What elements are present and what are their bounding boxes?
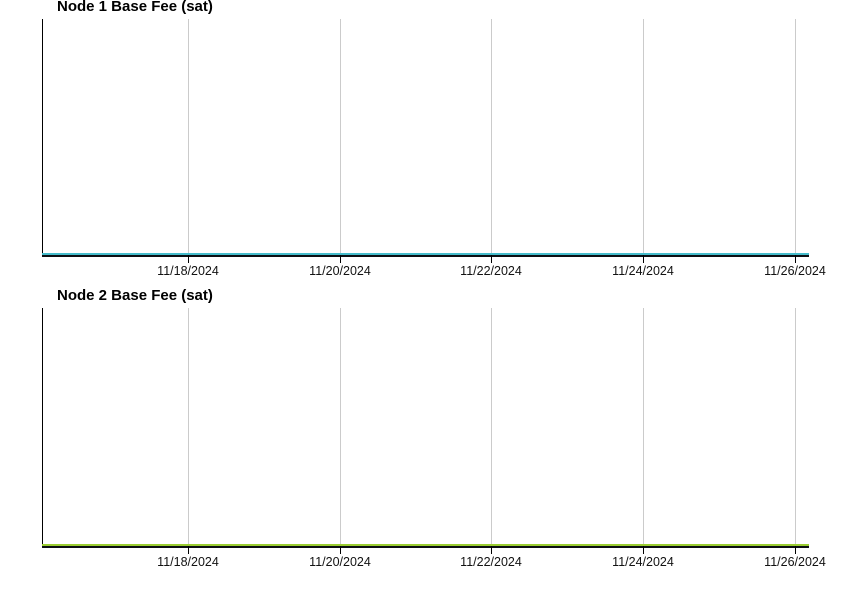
x-axis-line — [42, 546, 809, 548]
gridline — [340, 308, 341, 548]
data-line-node1 — [42, 253, 809, 255]
x-tick-label: 11/26/2024 — [764, 555, 826, 569]
gridline — [340, 19, 341, 257]
gridline — [643, 19, 644, 257]
chart-title: Node 2 Base Fee (sat) — [57, 287, 213, 304]
tick-mark — [340, 255, 341, 263]
x-tick-label: 11/18/2024 — [157, 555, 219, 569]
gridline — [643, 308, 644, 548]
x-tick-label: 11/24/2024 — [612, 264, 674, 278]
tick-mark — [643, 255, 644, 263]
gridline — [795, 19, 796, 257]
gridline — [795, 308, 796, 548]
tick-mark — [491, 546, 492, 554]
tick-mark — [795, 546, 796, 554]
chart-node2-base-fee: Node 2 Base Fee (sat) 11/18/2024 11/20/2… — [0, 287, 860, 572]
chart-node1-base-fee: Node 1 Base Fee (sat) 11/18/2024 11/20/2… — [0, 0, 860, 283]
tick-mark — [188, 546, 189, 554]
x-tick-label: 11/20/2024 — [309, 555, 371, 569]
data-line-node2 — [42, 544, 809, 546]
plot-area: 11/18/2024 11/20/2024 11/22/2024 11/24/2… — [42, 308, 826, 569]
gridline — [188, 19, 189, 257]
gridline — [188, 308, 189, 548]
x-tick-label: 11/24/2024 — [612, 555, 674, 569]
x-tick-label: 11/26/2024 — [764, 264, 826, 278]
plot-area: 11/18/2024 11/20/2024 11/22/2024 11/24/2… — [42, 19, 826, 278]
x-tick-label: 11/18/2024 — [157, 264, 219, 278]
x-tick-label: 11/22/2024 — [460, 555, 522, 569]
x-tick-label: 11/22/2024 — [460, 264, 522, 278]
tick-mark — [795, 255, 796, 263]
gridline — [491, 19, 492, 257]
tick-mark — [340, 546, 341, 554]
x-axis-line — [42, 255, 809, 257]
x-tick-label: 11/20/2024 — [309, 264, 371, 278]
chart-title: Node 1 Base Fee (sat) — [57, 0, 213, 15]
gridline — [491, 308, 492, 548]
tick-mark — [188, 255, 189, 263]
tick-mark — [643, 546, 644, 554]
tick-mark — [491, 255, 492, 263]
